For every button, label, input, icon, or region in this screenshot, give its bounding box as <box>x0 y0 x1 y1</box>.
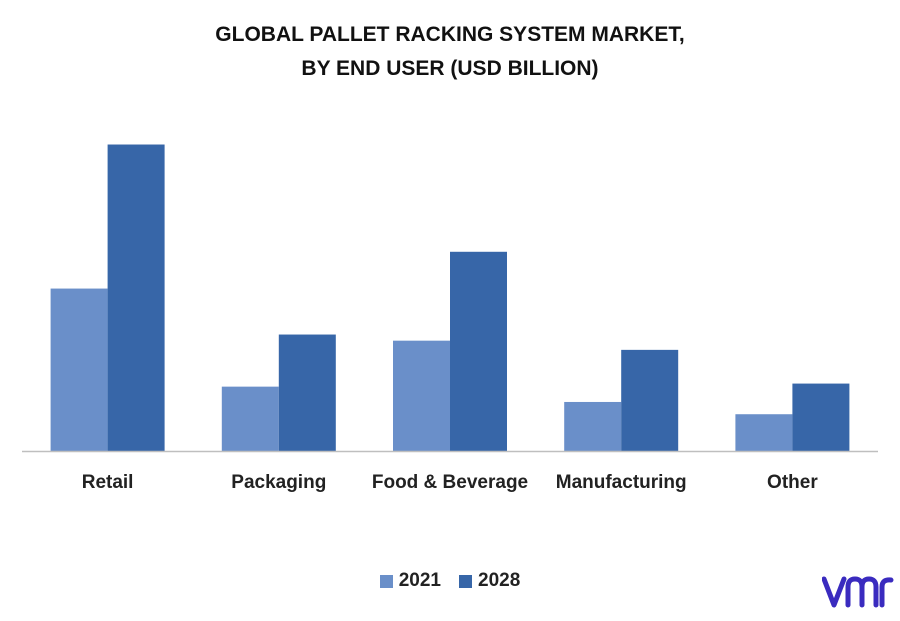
bar-2021-food-beverage <box>393 340 450 451</box>
chart-title-line-1: GLOBAL PALLET RACKING SYSTEM MARKET, <box>215 23 685 46</box>
bar-2028-food-beverage <box>450 251 507 451</box>
x-tick-label: Manufacturing <box>556 472 687 493</box>
bar-2028-retail <box>107 144 165 451</box>
x-tick-label: Other <box>767 472 818 493</box>
x-tick-label: Food & Beverage <box>372 472 528 493</box>
bar-2021-manufacturing <box>564 401 622 451</box>
chart-title: GLOBAL PALLET RACKING SYSTEM MARKET, BY … <box>0 18 900 86</box>
legend-swatch-2028 <box>459 574 472 588</box>
legend-label-2021: 2021 <box>398 570 441 591</box>
chart-title-line-2: BY END USER (USD BILLION) <box>301 57 599 80</box>
legend-label-2028: 2028 <box>478 570 521 591</box>
legend-item-2021: 2021 <box>379 570 441 592</box>
x-tick-label: Retail <box>82 472 134 493</box>
legend-swatch-2021 <box>379 574 393 588</box>
bar-chart: Retail Packaging Food & Beverage Manufactur… <box>22 144 878 493</box>
vmr-logo-icon <box>822 576 894 608</box>
chart-legend: 2021 2028 <box>0 570 900 592</box>
bar-2021-other <box>735 414 793 451</box>
bar-2021-retail <box>50 288 108 451</box>
bar-2028-manufacturing <box>621 349 679 451</box>
bar-2021-packaging <box>221 386 279 451</box>
legend-item-2028: 2028 <box>459 570 520 592</box>
x-tick-label: Packaging <box>231 472 326 493</box>
bar-2028-packaging <box>278 334 336 451</box>
bar-2028-other <box>792 383 850 451</box>
